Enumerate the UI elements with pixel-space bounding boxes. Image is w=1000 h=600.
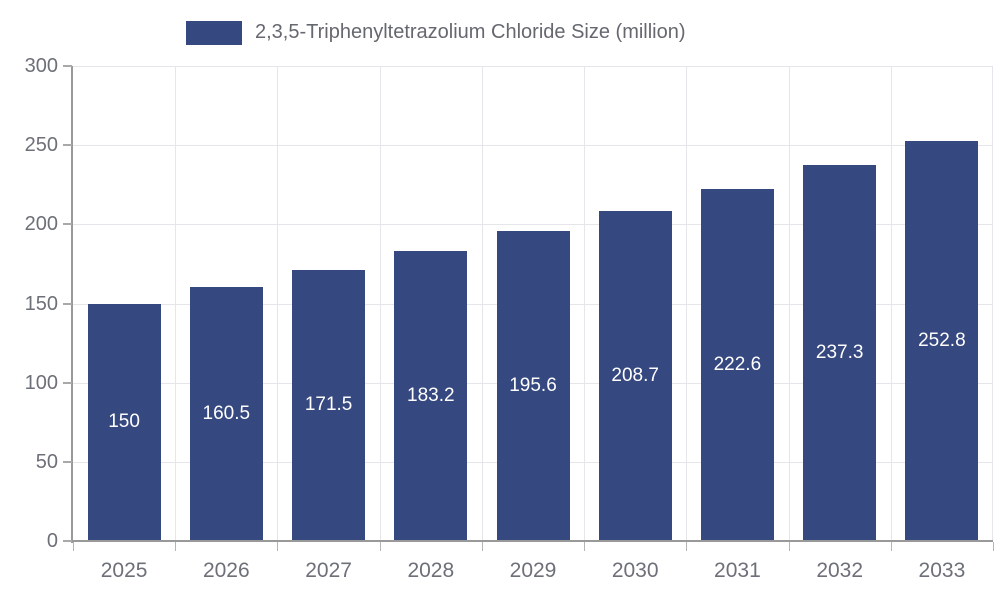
x-axis-tick-mark — [277, 542, 279, 551]
bar-value-label: 208.7 — [611, 364, 659, 386]
gridline-vertical — [686, 66, 688, 541]
x-axis-tick-label: 2031 — [714, 559, 761, 582]
bar[interactable]: 195.6 — [496, 231, 570, 541]
bar[interactable]: 160.5 — [189, 286, 263, 541]
x-axis-line — [71, 540, 993, 542]
x-axis-tick-mark — [584, 542, 586, 551]
x-axis-tick-mark — [73, 542, 74, 551]
y-axis-tick-mark — [63, 223, 72, 226]
y-axis-tick-mark — [63, 540, 72, 542]
y-axis-tick-mark — [63, 65, 72, 67]
x-axis-tick-label: 2028 — [407, 559, 455, 582]
y-axis-tick-label: 200 — [24, 213, 58, 236]
gridline-vertical — [890, 66, 892, 541]
x-axis-tick-label: 2032 — [816, 559, 864, 582]
x-axis-tick-label: 2030 — [611, 559, 659, 582]
y-axis-tick-mark — [63, 302, 72, 305]
x-axis-tick-mark — [993, 542, 994, 551]
bar-value-label: 252.8 — [918, 329, 966, 351]
bar[interactable]: 252.8 — [905, 140, 979, 541]
bar-value-label: 160.5 — [202, 402, 251, 424]
y-axis-tick-label: 300 — [24, 55, 58, 77]
bar-value-label: 195.6 — [509, 375, 557, 397]
gridline-horizontal — [73, 224, 993, 226]
legend[interactable]: 2,3,5-Triphenyltetrazolium Chloride Size… — [186, 20, 686, 45]
gridline-vertical — [379, 66, 381, 541]
gridline-vertical — [481, 66, 483, 541]
gridline-vertical — [175, 66, 177, 541]
bar[interactable]: 183.2 — [394, 250, 468, 541]
y-axis-tick-label: 150 — [24, 292, 58, 315]
plot-area: 150 160.5 171.5 183.2 195.6 208.7 222.6 237.3 25… — [73, 66, 993, 541]
x-axis-tick-mark — [175, 542, 177, 551]
y-axis-tick-label: 50 — [35, 450, 58, 473]
bar[interactable]: 222.6 — [700, 188, 774, 541]
plot-border-top — [73, 66, 993, 67]
x-axis-tick-mark — [481, 542, 483, 551]
x-axis-tick-mark — [788, 542, 790, 551]
y-axis-tick-label: 0 — [46, 530, 58, 552]
bar-value-label: 150 — [108, 411, 140, 433]
bar[interactable]: 150 — [87, 303, 161, 541]
legend-swatch[interactable] — [186, 20, 242, 45]
y-axis-tick-mark — [63, 381, 72, 384]
y-axis-tick-label: 100 — [24, 371, 58, 394]
bar[interactable]: 171.5 — [292, 269, 366, 541]
bar-value-label: 222.6 — [713, 353, 762, 375]
x-axis-tick-label: 2029 — [509, 559, 557, 582]
x-axis-tick-mark — [686, 542, 688, 551]
x-axis-tick-label: 2033 — [918, 559, 966, 582]
bar-value-label: 171.5 — [304, 394, 353, 416]
x-axis-tick-mark — [379, 542, 381, 551]
y-axis-tick-mark — [63, 144, 72, 147]
gridline-horizontal — [73, 145, 993, 147]
bar[interactable]: 237.3 — [803, 165, 877, 541]
x-axis-tick-mark — [890, 542, 892, 551]
legend-label[interactable]: 2,3,5-Triphenyltetrazolium Chloride Size… — [255, 21, 686, 43]
y-axis-tick-label: 250 — [24, 134, 58, 157]
x-axis-tick-label: 2026 — [202, 559, 250, 582]
x-axis-tick-label: 2025 — [100, 559, 148, 582]
y-axis-tick-mark — [63, 460, 72, 463]
gridline-vertical — [584, 66, 586, 541]
bar[interactable]: 208.7 — [598, 210, 672, 541]
x-axis-tick-label: 2027 — [305, 559, 352, 582]
gridline-vertical — [277, 66, 279, 541]
gridline-vertical — [788, 66, 790, 541]
bar-value-label: 237.3 — [815, 342, 864, 364]
y-axis-line — [71, 66, 73, 543]
bar-value-label: 183.2 — [407, 384, 455, 406]
